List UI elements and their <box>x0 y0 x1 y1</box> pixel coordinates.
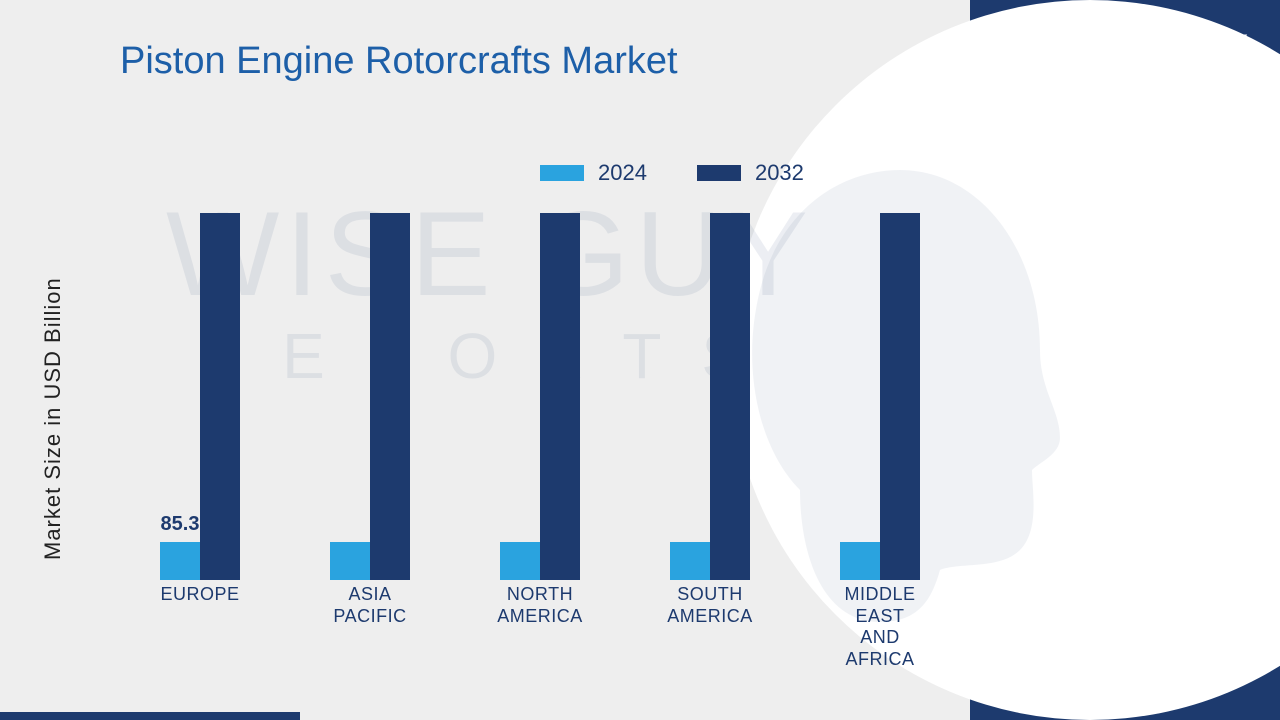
bar <box>880 213 920 580</box>
plot-area: 85.3 <box>130 200 980 580</box>
bar-group <box>670 200 750 580</box>
bar-group <box>840 200 920 580</box>
bar <box>540 213 580 580</box>
x-axis-label: EUROPE <box>130 584 270 606</box>
bottom-accent-bar <box>0 712 300 720</box>
legend-label-2032: 2032 <box>755 160 804 186</box>
brand-logo-line2: REPORTS <box>1064 66 1250 82</box>
x-axis-label: ASIAPACIFIC <box>300 584 440 627</box>
brand-logo: WISE GUY REPORTS <box>1064 30 1250 82</box>
legend-label-2024: 2024 <box>598 160 647 186</box>
x-axis-labels: EUROPE ASIAPACIFIC NORTHAMERICA SOUTHAMERIC… <box>130 584 980 704</box>
bar-group <box>500 200 580 580</box>
chart-canvas: WISE GUY REPORTS Piston Engine Rotorcraf… <box>0 0 1280 720</box>
bar-value-label: 85.3 <box>140 513 220 536</box>
legend-item-2024: 2024 <box>540 160 647 186</box>
chart-title: Piston Engine Rotorcrafts Market <box>120 40 678 83</box>
bar <box>710 213 750 580</box>
bar <box>330 542 370 580</box>
brand-logo-line1: WISE GUY <box>1064 30 1250 64</box>
x-axis-label: NORTHAMERICA <box>470 584 610 627</box>
bar <box>500 542 540 580</box>
legend: 2024 2032 <box>540 160 804 186</box>
bar <box>840 542 880 580</box>
legend-swatch-2024 <box>540 165 584 181</box>
legend-item-2032: 2032 <box>697 160 804 186</box>
bar <box>370 213 410 580</box>
legend-swatch-2032 <box>697 165 741 181</box>
bar <box>160 542 200 580</box>
y-axis-label: Market Size in USD Billion <box>40 277 66 560</box>
bar-group <box>330 200 410 580</box>
bar <box>670 542 710 580</box>
x-axis-label: SOUTHAMERICA <box>640 584 780 627</box>
x-axis-label: MIDDLEEASTANDAFRICA <box>810 584 950 670</box>
